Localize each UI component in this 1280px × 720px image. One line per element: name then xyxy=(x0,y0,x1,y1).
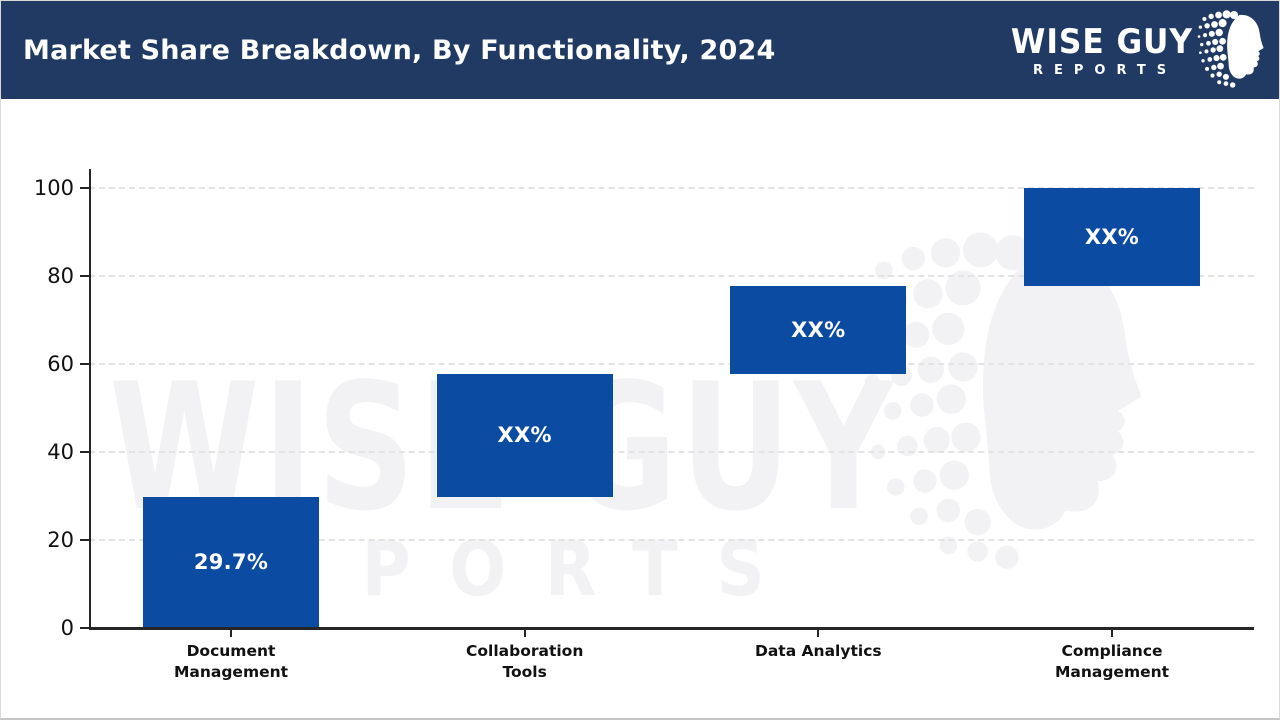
x-category-label-collaboration-tools: Collaboration Tools xyxy=(405,641,645,684)
y-tick-40 xyxy=(80,450,89,453)
bar-compliance-management[interactable]: XX% xyxy=(1024,187,1200,286)
y-tick-label-40: 40 xyxy=(47,439,74,464)
y-tick-label-20: 20 xyxy=(47,527,74,552)
y-tick-60 xyxy=(80,362,89,365)
gridline-40 xyxy=(89,450,1254,453)
bar-document-management[interactable]: 29.7% xyxy=(143,496,319,628)
y-tick-100 xyxy=(80,186,89,189)
brand-name: WISE GUY xyxy=(1011,22,1194,62)
bar-value-label-collaboration-tools: XX% xyxy=(497,423,552,448)
x-category-label-line: Data Analytics xyxy=(754,641,882,660)
bar-collaboration-tools[interactable]: XX% xyxy=(436,373,613,497)
x-category-label-line: Compliance xyxy=(1061,641,1163,660)
y-tick-label-60: 60 xyxy=(47,351,74,376)
y-tick-label-80: 80 xyxy=(47,263,74,288)
bar-value-label-data-analytics: XX% xyxy=(791,317,846,342)
x-category-label-data-analytics: Data Analytics xyxy=(698,641,938,663)
x-category-label-line: Management xyxy=(173,663,289,682)
x-category-label-document-management: Document Management xyxy=(111,641,351,684)
y-tick-0 xyxy=(80,626,89,629)
header-banner: Market Share Breakdown, By Functionality… xyxy=(1,1,1279,99)
y-axis-line xyxy=(89,169,91,630)
x-axis-line xyxy=(89,626,1254,630)
chart-area: WISE GUY REPORTS 0 20 40 60 80 100 29.7% Docume… xyxy=(1,99,1279,718)
x-tick-collaboration-tools xyxy=(523,628,526,637)
brand-subtitle: REPORTS xyxy=(1033,63,1178,78)
gridline-20 xyxy=(89,538,1254,541)
bar-data-analytics[interactable]: XX% xyxy=(730,285,907,374)
bar-value-label-document-management: 29.7% xyxy=(193,550,269,575)
x-category-label-line: Collaboration xyxy=(466,641,584,660)
page-title: Market Share Breakdown, By Functionality… xyxy=(23,34,776,66)
gridline-100 xyxy=(89,186,1254,189)
x-tick-data-analytics xyxy=(817,628,820,637)
dotted-head-icon xyxy=(1197,10,1264,88)
gridline-60 xyxy=(89,362,1254,365)
x-category-label-compliance-management: Compliance Management xyxy=(992,641,1232,684)
bar-value-label-compliance-management: XX% xyxy=(1084,224,1140,249)
y-tick-80 xyxy=(80,274,89,277)
brand-logo: WISE GUY REPORTS xyxy=(1003,8,1269,92)
x-category-label-line: Tools xyxy=(502,663,547,682)
x-tick-document-management xyxy=(230,628,232,637)
x-tick-compliance-management xyxy=(1111,628,1113,637)
plot: 0 20 40 60 80 100 29.7% Document Management XX% Co… xyxy=(1,99,1279,718)
x-category-label-line: Document xyxy=(186,641,276,660)
brand-logo-text: WISE GUY REPORTS xyxy=(1003,22,1201,78)
y-tick-label-0: 0 xyxy=(60,615,74,640)
y-tick-20 xyxy=(80,538,89,541)
y-tick-label-100: 100 xyxy=(33,175,74,200)
gridline-80 xyxy=(89,274,1254,277)
x-category-label-line: Management xyxy=(1054,663,1170,682)
